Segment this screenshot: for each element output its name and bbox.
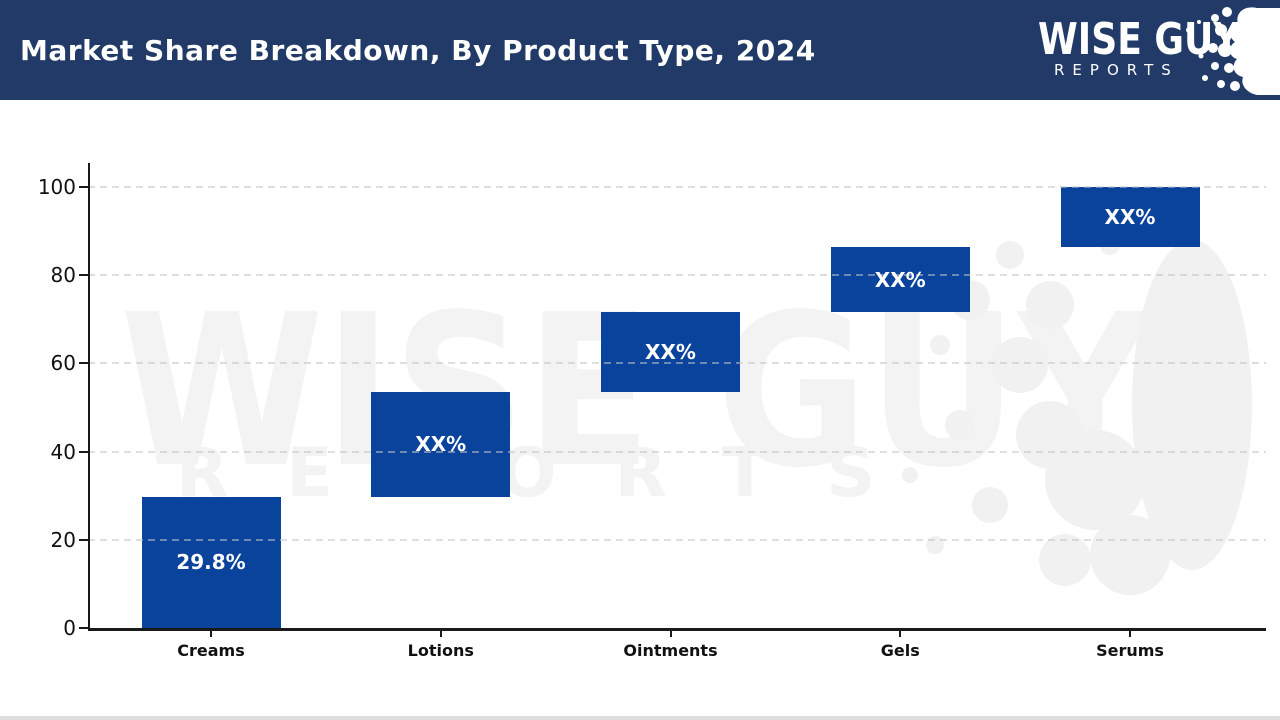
y-tick-label-0: 0 (63, 616, 76, 640)
x-tick-label-serums: Serums (1096, 641, 1164, 660)
y-tick-40 (79, 450, 88, 453)
watermark-face-icon (902, 235, 1252, 595)
bar-label-serums: XX% (1104, 204, 1156, 229)
y-tick-label-100: 100 (37, 175, 76, 199)
x-tick-ointments (669, 628, 672, 637)
y-tick-100 (79, 186, 88, 188)
x-tick-gels (899, 628, 902, 637)
gridline-80 (88, 274, 1266, 277)
x-tick-serums (1129, 628, 1131, 637)
y-tick-label-60: 60 (50, 351, 76, 376)
x-tick-label-lotions: Lotions (407, 641, 474, 660)
bar-label-ointments: XX% (645, 339, 696, 364)
bar-ointments (601, 312, 740, 392)
logo-wordmark: WISE GUY (1038, 14, 1240, 65)
y-tick-80 (79, 274, 88, 277)
y-tick-label-40: 40 (50, 439, 76, 464)
gridline-40 (88, 450, 1266, 453)
wiseguy-logo: WISE GUY REPORTS (1030, 0, 1280, 100)
x-tick-label-gels: Gels (880, 641, 920, 660)
logo-subtitle: REPORTS (1054, 61, 1179, 79)
x-tick-lotions (439, 628, 442, 637)
logo-face-icon (1186, 7, 1280, 95)
y-tick-0 (79, 627, 88, 629)
gridline-100 (88, 186, 1266, 188)
gridline-60 (88, 362, 1266, 365)
y-tick-label-80: 80 (50, 263, 76, 288)
header-bar: Market Share Breakdown, By Product Type,… (0, 0, 1280, 100)
bar-label-creams: 29.8% (176, 550, 246, 575)
y-tick-label-20: 20 (50, 527, 76, 552)
bottom-strip (0, 716, 1280, 720)
x-tick-label-ointments: Ointments (623, 641, 718, 660)
x-tick-creams (210, 628, 212, 637)
bar-gels (830, 246, 970, 313)
bar-label-gels: XX% (874, 267, 926, 292)
y-tick-60 (79, 362, 88, 365)
bar-serums (1060, 187, 1200, 247)
bar-creams (141, 496, 281, 628)
gridline-20 (88, 538, 1266, 541)
chart-title: Market Share Breakdown, By Product Type,… (20, 33, 816, 67)
bar-lotions (371, 391, 511, 497)
y-tick-20 (79, 538, 88, 541)
x-axis (88, 628, 1266, 631)
bar-label-lotions: XX% (415, 432, 467, 457)
x-tick-label-creams: Creams (177, 641, 245, 660)
y-axis (88, 163, 90, 630)
chart-plot: 0 20 40 60 80 100 29.8% Creams XX% Lotions XX% Oint… (0, 100, 1280, 720)
